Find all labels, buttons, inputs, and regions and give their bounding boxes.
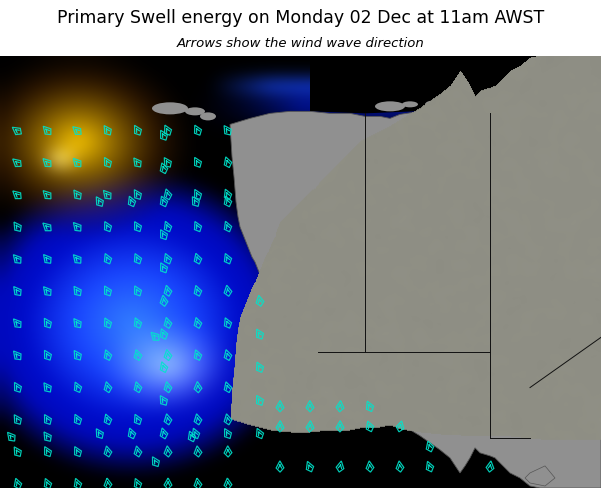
Ellipse shape [185,107,205,115]
Text: Primary Swell energy on Monday 02 Dec at 11am AWST: Primary Swell energy on Monday 02 Dec at… [57,9,544,27]
Ellipse shape [375,102,405,111]
Ellipse shape [448,100,472,107]
Polygon shape [310,56,601,113]
Ellipse shape [402,102,418,107]
Polygon shape [525,466,555,486]
Ellipse shape [152,102,188,114]
Ellipse shape [497,99,513,105]
Text: Arrows show the wind wave direction: Arrows show the wind wave direction [177,37,424,50]
Ellipse shape [467,102,483,107]
Ellipse shape [550,96,570,102]
Ellipse shape [200,112,216,121]
Ellipse shape [425,101,445,108]
Ellipse shape [533,96,557,104]
Polygon shape [230,56,601,488]
Ellipse shape [515,97,535,105]
Ellipse shape [562,95,578,102]
Ellipse shape [480,100,500,107]
